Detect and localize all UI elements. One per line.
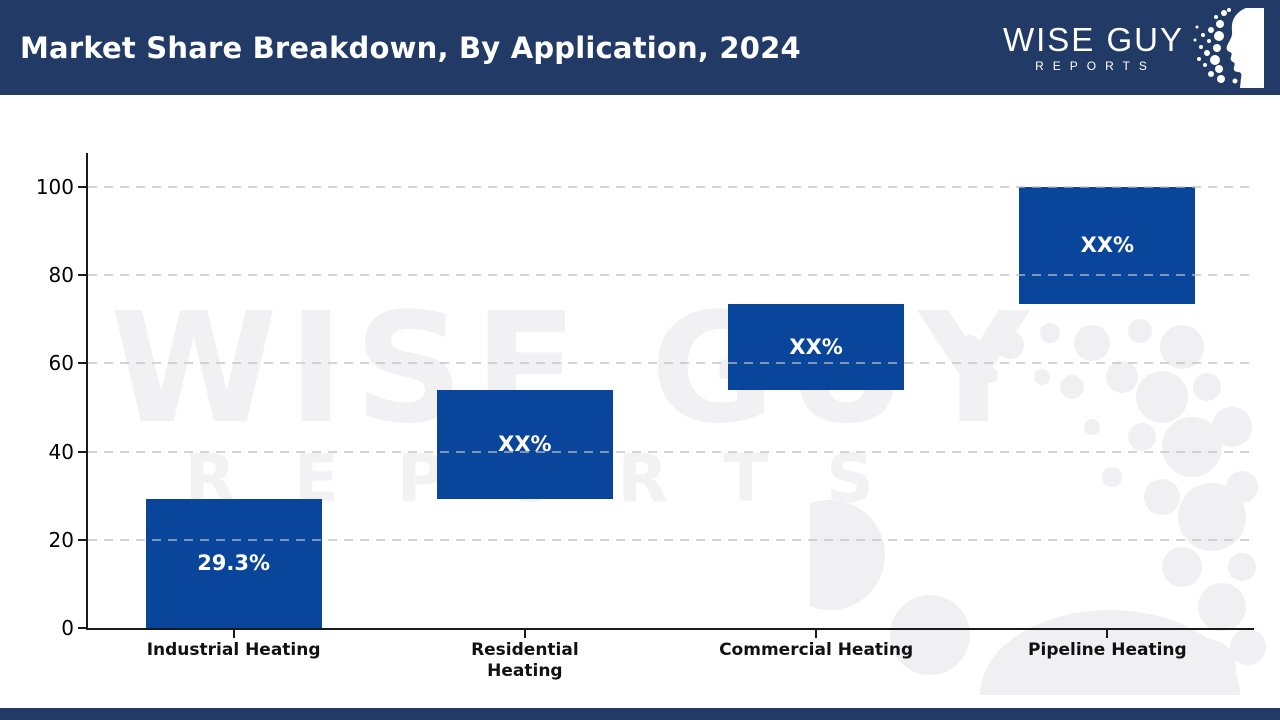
gridline-100: [88, 186, 1253, 188]
gridline-40: [88, 450, 1253, 453]
y-tick-label-80: 80: [48, 263, 74, 288]
logo-head-icon: [1193, 8, 1264, 88]
y-axis-line: [86, 153, 88, 630]
y-tick-100: [78, 186, 87, 188]
footer-band: [0, 708, 1280, 720]
bar-industrial-heating: 29.3%: [145, 498, 322, 628]
report-title: Market Share Breakdown, By Application, …: [20, 30, 801, 65]
bar-residential-heating: XX%: [436, 389, 613, 499]
category-label-2: Commercial Heating: [719, 640, 914, 660]
wiseguy-logo: WISE GUY REPORTS: [1003, 8, 1264, 88]
bar-value-label: XX%: [498, 432, 552, 457]
market-share-chart: WISE GUY REPORTS 02040608010029.3%Indust…: [0, 95, 1280, 708]
logo-wordmark: WISE GUY REPORTS: [1002, 20, 1184, 74]
category-label-1: Residential Heating: [471, 640, 579, 682]
y-tick-label-0: 0: [61, 616, 74, 640]
bar-value-label: XX%: [1080, 233, 1135, 258]
gridline-20: [88, 538, 1253, 541]
header-band: Market Share Breakdown, By Application, …: [0, 0, 1280, 95]
bar-value-label: XX%: [789, 334, 843, 359]
watermark-head-dots: [810, 319, 1266, 695]
gridline-60: [88, 362, 1253, 365]
y-tick-60: [78, 362, 87, 365]
category-label-3: Pipeline Heating: [1028, 640, 1187, 660]
y-tick-label-60: 60: [48, 351, 74, 376]
bar-value-label: 29.3%: [197, 551, 271, 576]
x-tick-3: [1106, 630, 1109, 638]
bar-pipeline-heating: XX%: [1019, 187, 1196, 304]
category-label-0: Industrial Heating: [146, 640, 321, 660]
y-tick-label-20: 20: [48, 527, 74, 552]
x-tick-0: [232, 630, 235, 638]
y-tick-label-100: 100: [35, 175, 74, 199]
x-axis-line: [86, 628, 1254, 630]
logo-sub-text: REPORTS: [1035, 59, 1156, 74]
y-tick-80: [78, 274, 87, 277]
y-tick-20: [78, 538, 87, 541]
gridline-80: [88, 274, 1253, 277]
y-tick-40: [78, 450, 87, 453]
logo-name-text: WISE GUY: [1002, 20, 1184, 58]
y-tick-0: [78, 627, 87, 629]
y-tick-label-40: 40: [48, 439, 74, 464]
x-tick-2: [815, 630, 818, 638]
x-tick-1: [523, 630, 526, 638]
bar-commercial-heating: XX%: [728, 303, 905, 390]
